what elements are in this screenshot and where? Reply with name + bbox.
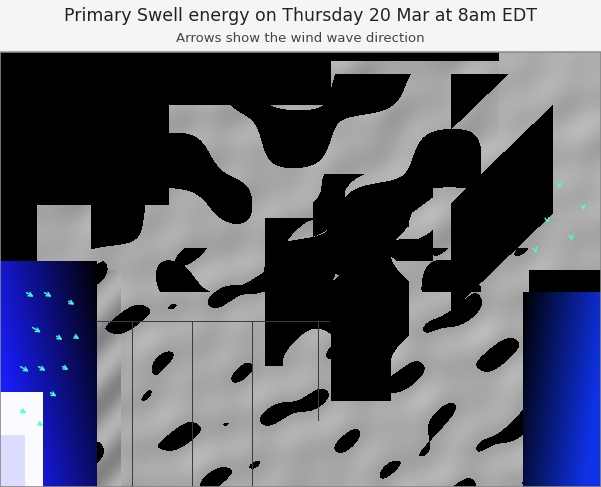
Text: Arrows show the wind wave direction: Arrows show the wind wave direction — [176, 33, 425, 45]
Text: Primary Swell energy on Thursday 20 Mar at 8am EDT: Primary Swell energy on Thursday 20 Mar … — [64, 7, 537, 25]
